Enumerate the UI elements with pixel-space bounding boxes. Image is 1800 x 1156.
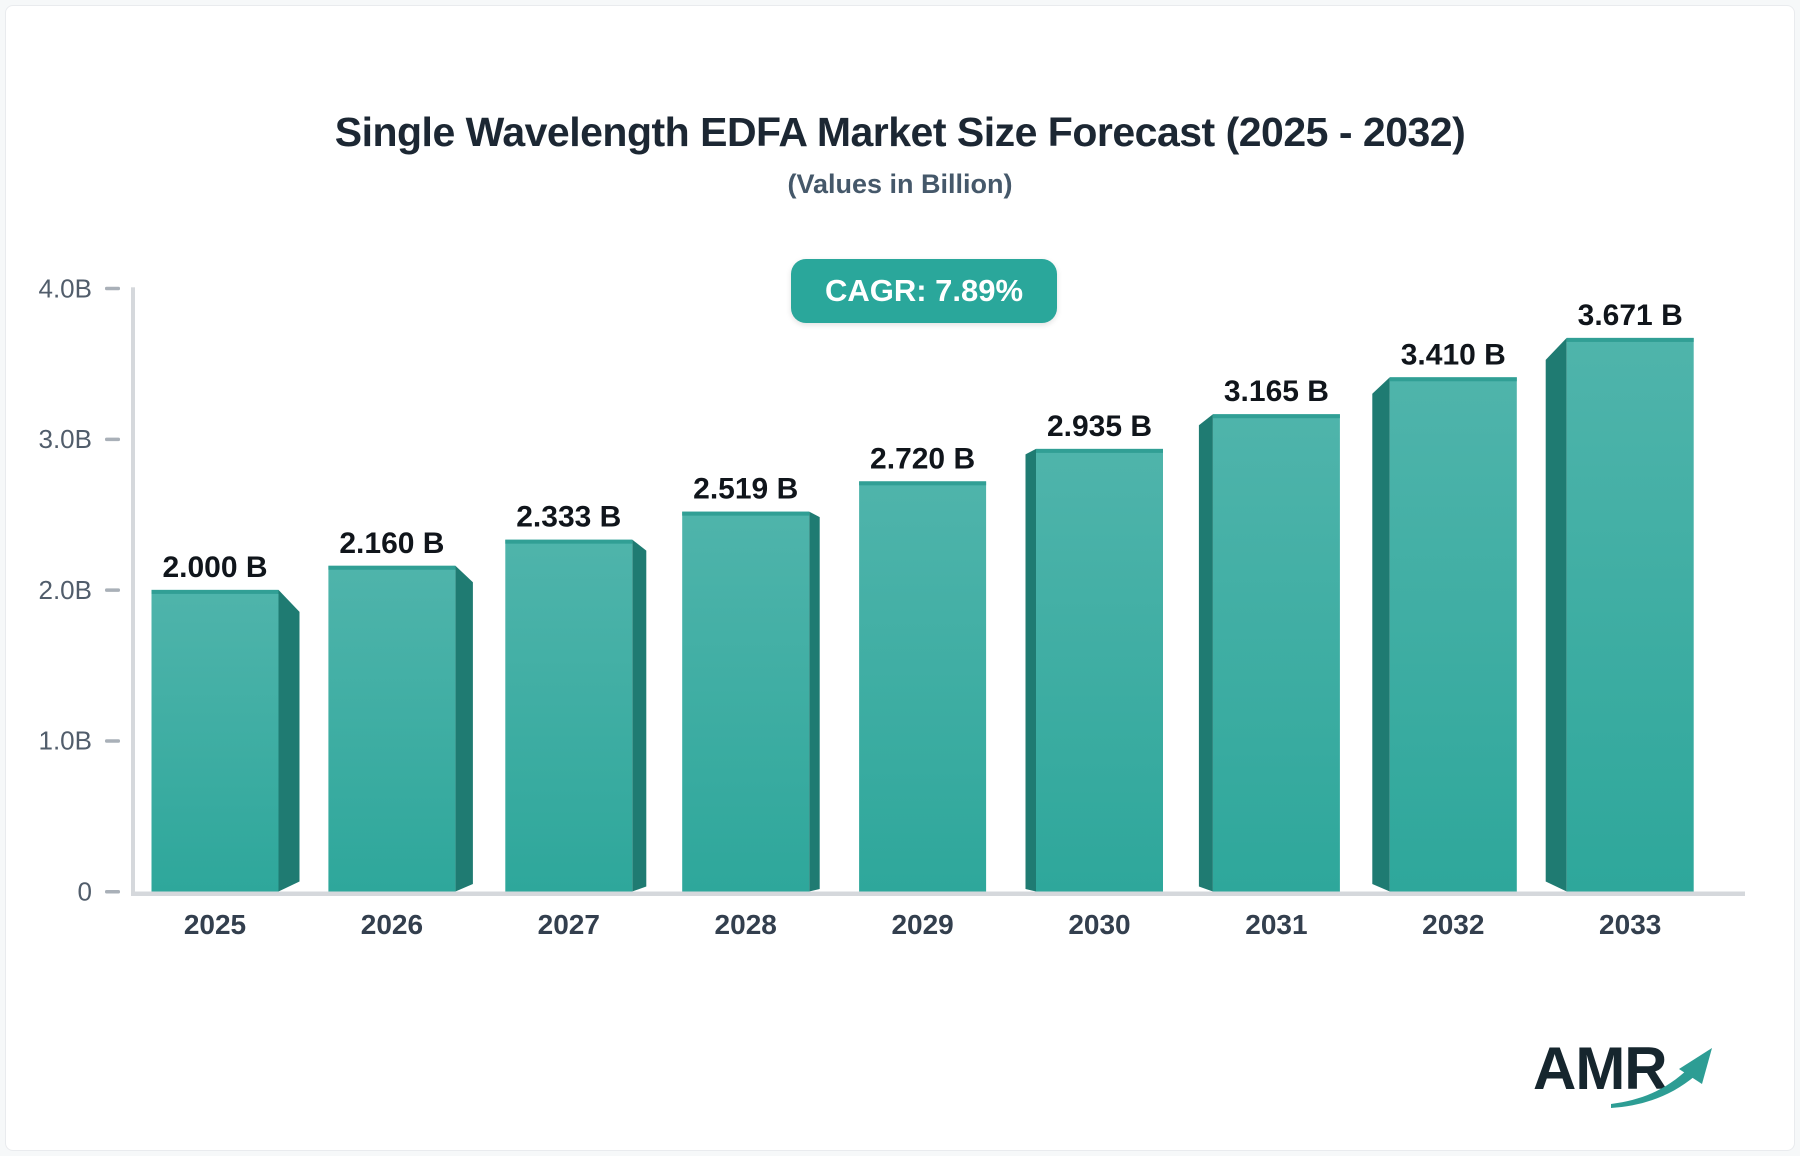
amr-logo-text: AMR xyxy=(1533,1035,1668,1102)
x-tick-label: 2031 xyxy=(1245,909,1307,940)
bar-front xyxy=(1036,448,1163,892)
bar-side xyxy=(455,565,473,892)
bar-top-edge xyxy=(1036,448,1163,453)
bar-front xyxy=(682,511,810,892)
bar-value-label: 3.671 B xyxy=(1578,299,1683,332)
bar-front xyxy=(328,565,456,892)
chart-subtitle: (Values in Billion) xyxy=(787,169,1013,199)
bar-chart: 0 1.0B 2.0B 3.0B 4.0B 2.000 B 2025 2.160 B 2026 2… xyxy=(39,273,1745,940)
chart-card: Single Wavelength EDFA Market Size Forec… xyxy=(5,5,1795,1151)
y-tick-mark xyxy=(105,739,120,743)
chart-title: Single Wavelength EDFA Market Size Forec… xyxy=(334,109,1466,155)
y-tick-label: 4.0B xyxy=(39,273,93,303)
y-tick-mark xyxy=(105,890,120,894)
bar-value-label: 3.165 B xyxy=(1224,375,1329,408)
bar-front xyxy=(1389,377,1517,892)
bar-top-edge xyxy=(1389,377,1517,382)
bar-side xyxy=(1545,337,1567,892)
x-axis-line xyxy=(131,891,1745,896)
bar-value-label: 3.410 B xyxy=(1401,338,1506,371)
bar-value-label: 2.519 B xyxy=(693,473,798,506)
bar-top-edge xyxy=(682,511,810,516)
bar-front xyxy=(505,539,633,892)
x-tick-label: 2029 xyxy=(891,909,953,940)
bar-top-edge xyxy=(1212,414,1340,419)
x-tick-label: 2030 xyxy=(1068,909,1130,940)
bar-value-label: 2.333 B xyxy=(516,501,621,534)
x-tick-label: 2033 xyxy=(1599,909,1661,940)
bar-top-edge xyxy=(859,481,987,486)
bar-front xyxy=(1566,337,1694,892)
bar-value-label: 2.000 B xyxy=(162,551,267,584)
bar-side xyxy=(809,511,820,892)
y-tick-label: 3.0B xyxy=(39,424,93,454)
cagr-badge: CAGR: 7.89% xyxy=(791,259,1057,323)
bar-front xyxy=(1212,414,1340,892)
bar-front xyxy=(859,481,987,892)
y-tick-label: 1.0B xyxy=(39,726,93,756)
bar-side xyxy=(1025,448,1036,892)
bar-value-label: 2.720 B xyxy=(870,442,975,475)
y-tick-mark xyxy=(105,437,120,442)
x-tick-label: 2025 xyxy=(184,909,246,940)
y-tick-mark xyxy=(105,588,120,592)
bar-top-edge xyxy=(328,565,456,570)
x-tick-label: 2028 xyxy=(715,909,777,940)
x-tick-label: 2032 xyxy=(1422,909,1484,940)
bar-side xyxy=(1198,414,1213,892)
y-tick-label: 2.0B xyxy=(39,575,93,605)
bar-side xyxy=(278,589,300,892)
y-tick-label: 0 xyxy=(78,877,92,907)
bar-top-edge xyxy=(1566,337,1694,342)
bar-value-label: 2.160 B xyxy=(339,527,444,560)
x-tick-label: 2026 xyxy=(361,909,423,940)
bar-side xyxy=(632,539,647,892)
bar-side xyxy=(1372,377,1390,892)
y-axis-line xyxy=(131,287,135,896)
bar-value-label: 2.935 B xyxy=(1047,410,1152,443)
bar-front xyxy=(151,589,279,892)
bar-top-edge xyxy=(505,539,633,544)
y-tick-mark xyxy=(105,286,120,291)
amr-logo: AMR xyxy=(1533,1033,1723,1117)
x-tick-label: 2027 xyxy=(538,909,600,940)
bar-top-edge xyxy=(151,589,279,594)
growth-arrow-icon xyxy=(1611,1048,1712,1108)
